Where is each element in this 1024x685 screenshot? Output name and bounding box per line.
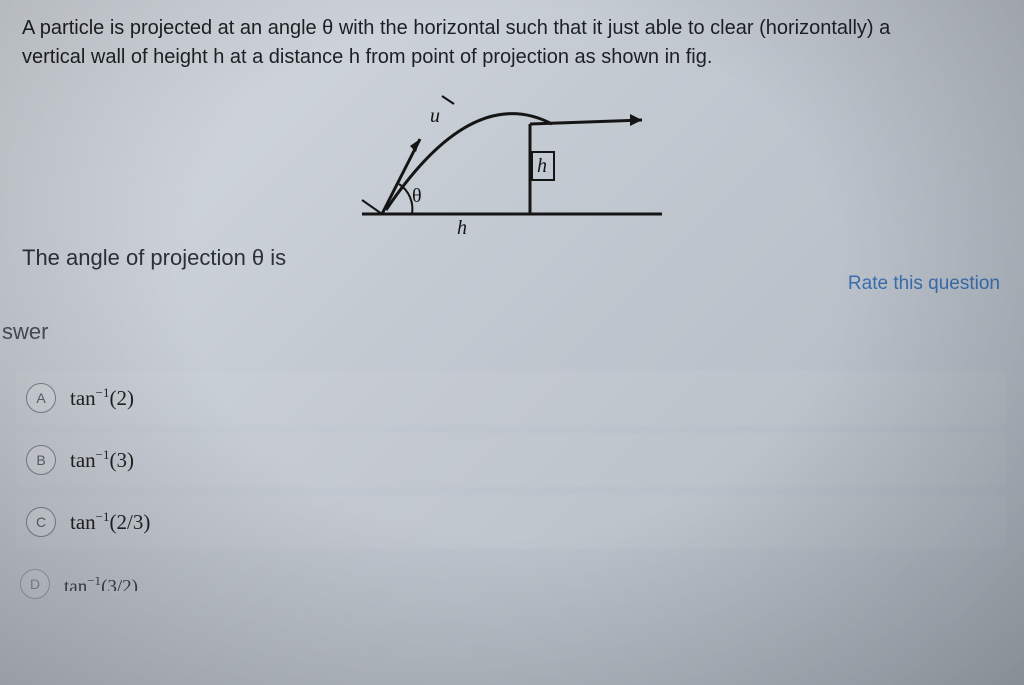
option-letter-a: A bbox=[26, 383, 56, 413]
rate-question-link[interactable]: Rate this question bbox=[848, 273, 1000, 295]
question-text: A particle is projected at an angle θ wi… bbox=[0, 0, 1024, 76]
diagram-label-h-horizontal: h bbox=[457, 217, 467, 239]
option-a[interactable]: A tan−1(2) bbox=[16, 371, 1006, 425]
options-list: A tan−1(2) B tan−1(3) C tan−1(2/3) bbox=[0, 359, 1024, 549]
option-letter-d: D bbox=[20, 569, 50, 599]
option-letter-b: B bbox=[26, 445, 56, 475]
projectile-diagram: u θ h h bbox=[342, 84, 682, 239]
option-b[interactable]: B tan−1(3) bbox=[16, 433, 1006, 487]
option-text-d: tan−1(3/2) bbox=[64, 577, 138, 591]
option-c[interactable]: C tan−1(2/3) bbox=[16, 495, 1006, 549]
diagram-label-theta: θ bbox=[412, 185, 422, 207]
answer-header-fragment: swer bbox=[0, 305, 1024, 359]
option-d-cutoff[interactable]: D tan−1(3/2) bbox=[0, 557, 1024, 599]
option-letter-c: C bbox=[26, 507, 56, 537]
question-line-2: vertical wall of height h at a distance … bbox=[22, 46, 712, 68]
question-line-1: A particle is projected at an angle θ wi… bbox=[22, 17, 890, 39]
option-text-c: tan−1(2/3) bbox=[70, 509, 150, 535]
prompt-text: The angle of projection θ is bbox=[22, 245, 286, 271]
prompt-row: The angle of projection θ is Rate this q… bbox=[0, 245, 1024, 305]
diagram-label-h-vertical: h bbox=[537, 155, 547, 177]
option-text-a: tan−1(2) bbox=[70, 385, 134, 411]
option-text-b: tan−1(3) bbox=[70, 447, 134, 473]
diagram-container: u θ h h bbox=[0, 84, 1024, 239]
diagram-label-u: u bbox=[430, 105, 440, 127]
